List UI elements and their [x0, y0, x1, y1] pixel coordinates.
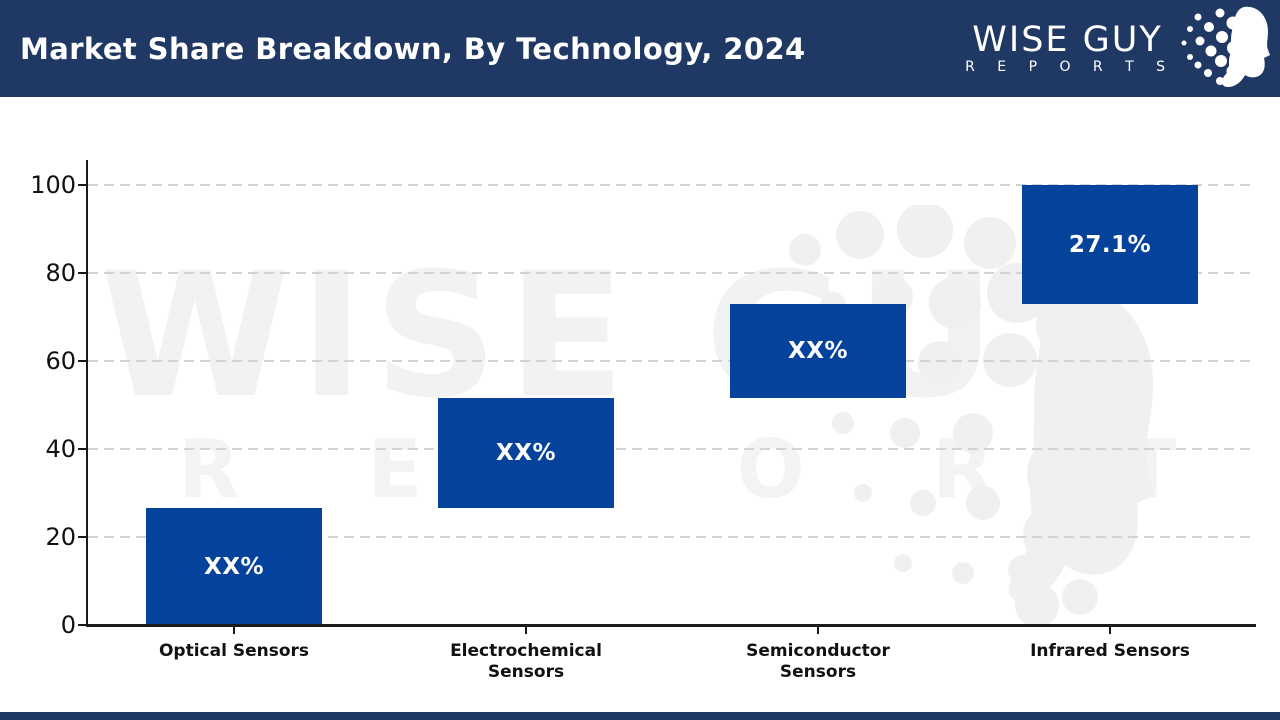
gridline	[88, 184, 1256, 186]
x-tick	[233, 627, 235, 634]
watermark-head-icon	[775, 202, 1175, 629]
gridline	[88, 272, 1256, 274]
category-label-infrared-sensors: Infrared Sensors	[960, 641, 1260, 662]
category-label-line: Infrared Sensors	[1030, 641, 1190, 661]
page-title: Market Share Breakdown, By Technology, 2…	[20, 31, 806, 66]
bar-semiconductor-sensors: XX%	[730, 304, 906, 399]
bar-value-label: XX%	[203, 553, 264, 580]
y-tick	[78, 272, 86, 274]
x-tick	[525, 627, 527, 634]
y-tick-label: 20	[45, 523, 76, 551]
x-axis-line	[86, 624, 1256, 627]
category-label-line: Optical Sensors	[158, 641, 310, 661]
bar-infrared-sensors: 27.1%	[1022, 185, 1198, 305]
category-label-line: Sensors	[487, 662, 565, 682]
y-tick	[78, 448, 86, 450]
gridline	[88, 360, 1256, 362]
y-tick-label: 0	[60, 611, 76, 639]
category-label-semiconductor-sensors: Semiconductor Sensors	[668, 641, 968, 683]
brand-logo-name: WISE GUY	[972, 20, 1163, 60]
bar-optical-sensors: XX%	[146, 508, 322, 625]
category-label-line: Semiconductor	[746, 641, 890, 661]
y-tick-label: 100	[30, 171, 76, 199]
brand-logo-text: WISE GUY R E P O R T S	[961, 22, 1174, 75]
category-label-optical-sensors: Optical Sensors	[84, 641, 384, 662]
y-tick	[78, 624, 86, 626]
y-tick-label: 60	[45, 347, 76, 375]
y-tick-label: 80	[45, 259, 76, 287]
x-tick	[1109, 627, 1111, 634]
y-tick	[78, 536, 86, 538]
header: Market Share Breakdown, By Technology, 2…	[0, 0, 1280, 97]
bar-value-label: 27.1%	[1068, 231, 1152, 258]
brand-head-icon	[1178, 3, 1270, 95]
brand-logo: WISE GUY R E P O R T S	[961, 0, 1270, 97]
y-tick	[78, 360, 86, 362]
gridline	[88, 536, 1256, 538]
footer-bar	[0, 712, 1280, 720]
category-label-line: Electrochemical	[450, 641, 602, 661]
category-label-electrochemical-sensors: Electrochemical Sensors	[376, 641, 676, 683]
bar-value-label: XX%	[495, 440, 556, 467]
x-tick	[817, 627, 819, 634]
gridline	[88, 448, 1256, 450]
bar-electrochemical-sensors: XX%	[438, 398, 614, 509]
bar-value-label: XX%	[787, 338, 848, 365]
category-label-line: Sensors	[779, 662, 857, 682]
brand-logo-subtitle: R E P O R T S	[965, 59, 1174, 75]
y-axis-line	[86, 160, 88, 627]
y-tick	[78, 184, 86, 186]
y-tick-label: 40	[45, 435, 76, 463]
